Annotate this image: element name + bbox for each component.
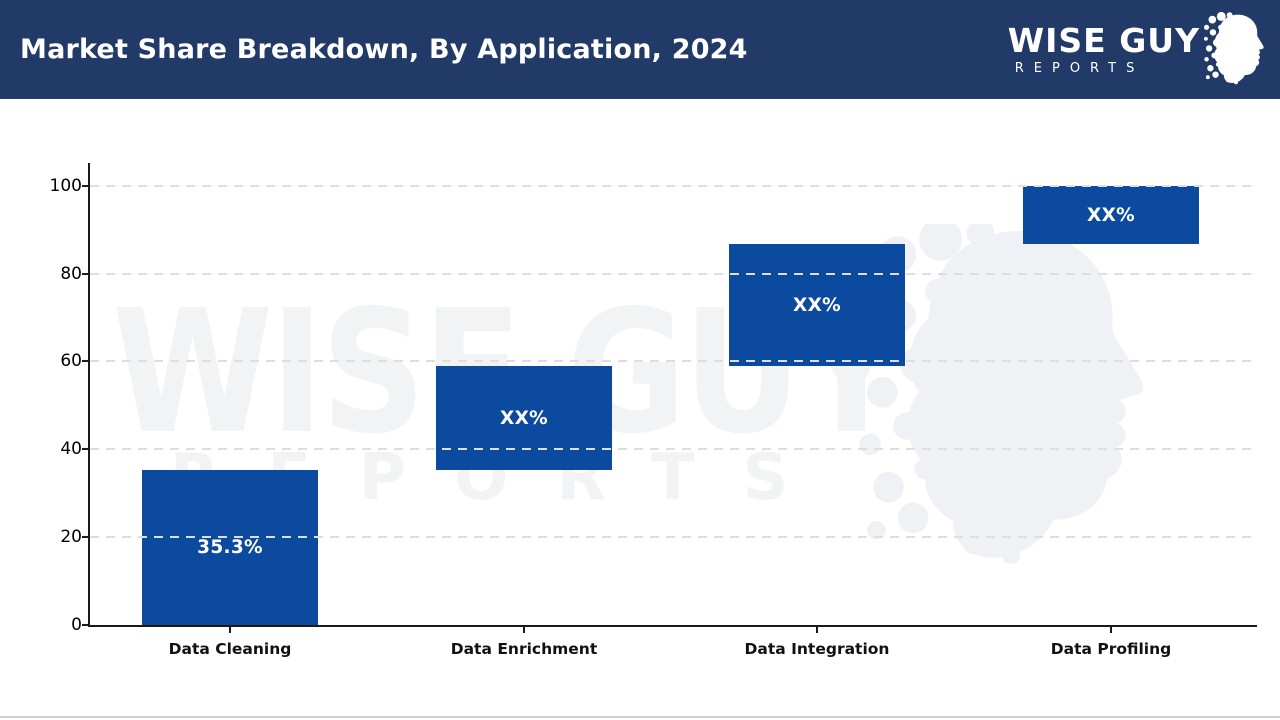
x-axis-label-data-cleaning: Data Cleaning — [168, 640, 292, 658]
header-bar: Market Share Breakdown, By Application, … — [0, 0, 1280, 99]
bar-data-cleaning: 35.3% — [142, 470, 318, 625]
y-tick-mark-100 — [82, 185, 88, 187]
bar-data-profiling: XX% — [1023, 186, 1199, 244]
x-tick-mark-4 — [1110, 627, 1112, 633]
bar-value-label: XX% — [500, 407, 548, 429]
brand-wordmark: WISE GUY REPORTS — [1008, 24, 1200, 76]
gridline-60 — [90, 360, 1255, 362]
y-tick-mark-60 — [82, 360, 88, 362]
y-tick-label-40: 40 — [60, 439, 82, 459]
gridline-80 — [90, 273, 1255, 275]
bottom-divider — [0, 716, 1280, 718]
bar-data-integration: XX% — [729, 244, 905, 366]
y-tick-label-0: 0 — [71, 615, 82, 635]
y-tick-mark-40 — [82, 448, 88, 450]
x-tick-mark-1 — [229, 627, 231, 633]
bar-data-enrichment: XX% — [436, 366, 612, 470]
x-tick-mark-3 — [816, 627, 818, 633]
y-tick-label-80: 80 — [60, 264, 82, 284]
y-tick-label-20: 20 — [60, 527, 82, 547]
brand-logo: WISE GUY REPORTS — [1006, 6, 1268, 94]
gridline-40 — [90, 448, 1255, 450]
brand-name: WISE GUY — [1007, 21, 1200, 60]
gridline-20 — [90, 536, 1255, 538]
head-profile-dots-icon — [1204, 11, 1264, 85]
y-axis-spine — [88, 163, 90, 627]
x-axis-label-data-profiling: Data Profiling — [1050, 640, 1172, 658]
x-axis-label-data-enrichment: Data Enrichment — [450, 640, 598, 658]
x-axis-label-data-integration: Data Integration — [744, 640, 890, 658]
bar-value-label: XX% — [793, 294, 841, 316]
y-tick-mark-80 — [82, 273, 88, 275]
y-tick-mark-0 — [82, 624, 88, 626]
gridline-100 — [90, 185, 1255, 187]
y-tick-label-100: 100 — [49, 176, 82, 196]
bar-value-label: 35.3% — [197, 537, 263, 558]
head-profile-dots-watermark-icon — [857, 224, 1144, 564]
x-axis-spine — [88, 625, 1257, 627]
brand-tagline: REPORTS — [1014, 61, 1145, 76]
x-tick-mark-2 — [523, 627, 525, 633]
bar-value-label: XX% — [1087, 204, 1135, 226]
y-tick-label-60: 60 — [60, 351, 82, 371]
chart-title: Market Share Breakdown, By Application, … — [20, 34, 748, 65]
y-tick-mark-20 — [82, 536, 88, 538]
